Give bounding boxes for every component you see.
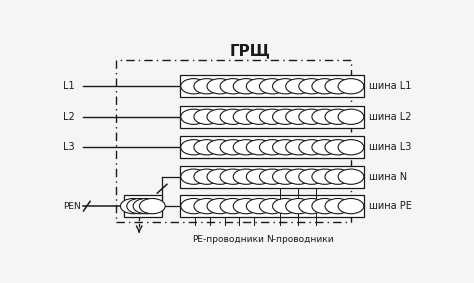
Circle shape xyxy=(220,109,246,125)
Circle shape xyxy=(312,169,337,184)
Circle shape xyxy=(338,169,364,184)
Circle shape xyxy=(246,140,272,155)
Circle shape xyxy=(286,198,311,214)
Circle shape xyxy=(207,109,233,125)
Circle shape xyxy=(181,169,207,184)
Circle shape xyxy=(273,79,298,94)
Circle shape xyxy=(299,140,325,155)
Bar xyxy=(181,75,364,97)
Circle shape xyxy=(299,169,325,184)
Circle shape xyxy=(120,198,146,214)
Circle shape xyxy=(273,169,298,184)
Circle shape xyxy=(312,79,337,94)
Circle shape xyxy=(220,169,246,184)
Circle shape xyxy=(246,109,272,125)
Circle shape xyxy=(312,109,337,125)
Text: РЕ-проводники: РЕ-проводники xyxy=(192,235,264,245)
Circle shape xyxy=(181,79,207,94)
Circle shape xyxy=(312,140,337,155)
Circle shape xyxy=(325,79,351,94)
Circle shape xyxy=(127,198,153,214)
Circle shape xyxy=(220,140,246,155)
Circle shape xyxy=(233,109,259,125)
Circle shape xyxy=(181,198,207,214)
Bar xyxy=(181,195,364,217)
Text: L2: L2 xyxy=(63,112,75,122)
Circle shape xyxy=(259,109,285,125)
Circle shape xyxy=(233,169,259,184)
Bar xyxy=(116,60,351,222)
Circle shape xyxy=(194,140,219,155)
Bar xyxy=(124,195,162,217)
Text: шина L1: шина L1 xyxy=(369,81,411,91)
Circle shape xyxy=(338,140,364,155)
Circle shape xyxy=(259,79,285,94)
Circle shape xyxy=(312,198,337,214)
Bar xyxy=(181,166,364,188)
Circle shape xyxy=(194,198,219,214)
Text: L1: L1 xyxy=(63,81,74,91)
Circle shape xyxy=(181,109,207,125)
Circle shape xyxy=(299,79,325,94)
Bar xyxy=(181,106,364,128)
Circle shape xyxy=(338,79,364,94)
Circle shape xyxy=(207,140,233,155)
Text: ГРЩ: ГРЩ xyxy=(230,44,271,59)
Text: шина PE: шина PE xyxy=(369,201,411,211)
Circle shape xyxy=(273,109,298,125)
Text: шина L3: шина L3 xyxy=(369,142,411,152)
Circle shape xyxy=(181,140,207,155)
Circle shape xyxy=(246,169,272,184)
Circle shape xyxy=(338,109,364,125)
Circle shape xyxy=(299,109,325,125)
Circle shape xyxy=(259,169,285,184)
Circle shape xyxy=(139,198,165,214)
Circle shape xyxy=(194,79,219,94)
Circle shape xyxy=(286,79,311,94)
Circle shape xyxy=(286,169,311,184)
Circle shape xyxy=(233,79,259,94)
Circle shape xyxy=(220,79,246,94)
Circle shape xyxy=(207,198,233,214)
Text: шина L2: шина L2 xyxy=(369,112,411,122)
Circle shape xyxy=(133,198,159,214)
Circle shape xyxy=(246,79,272,94)
Circle shape xyxy=(338,198,364,214)
Circle shape xyxy=(299,198,325,214)
Circle shape xyxy=(286,109,311,125)
Circle shape xyxy=(233,198,259,214)
Circle shape xyxy=(325,140,351,155)
Circle shape xyxy=(259,140,285,155)
Circle shape xyxy=(233,140,259,155)
Circle shape xyxy=(325,198,351,214)
Circle shape xyxy=(220,198,246,214)
Bar xyxy=(181,136,364,158)
Circle shape xyxy=(246,198,272,214)
Text: шина N: шина N xyxy=(369,172,407,182)
Circle shape xyxy=(325,169,351,184)
Circle shape xyxy=(325,109,351,125)
Circle shape xyxy=(286,140,311,155)
Circle shape xyxy=(259,198,285,214)
Text: N-проводники: N-проводники xyxy=(266,235,334,245)
Circle shape xyxy=(194,109,219,125)
Circle shape xyxy=(207,169,233,184)
Circle shape xyxy=(273,140,298,155)
Circle shape xyxy=(194,169,219,184)
Text: L3: L3 xyxy=(63,142,74,152)
Text: PEN: PEN xyxy=(63,201,81,211)
Circle shape xyxy=(207,79,233,94)
Circle shape xyxy=(273,198,298,214)
